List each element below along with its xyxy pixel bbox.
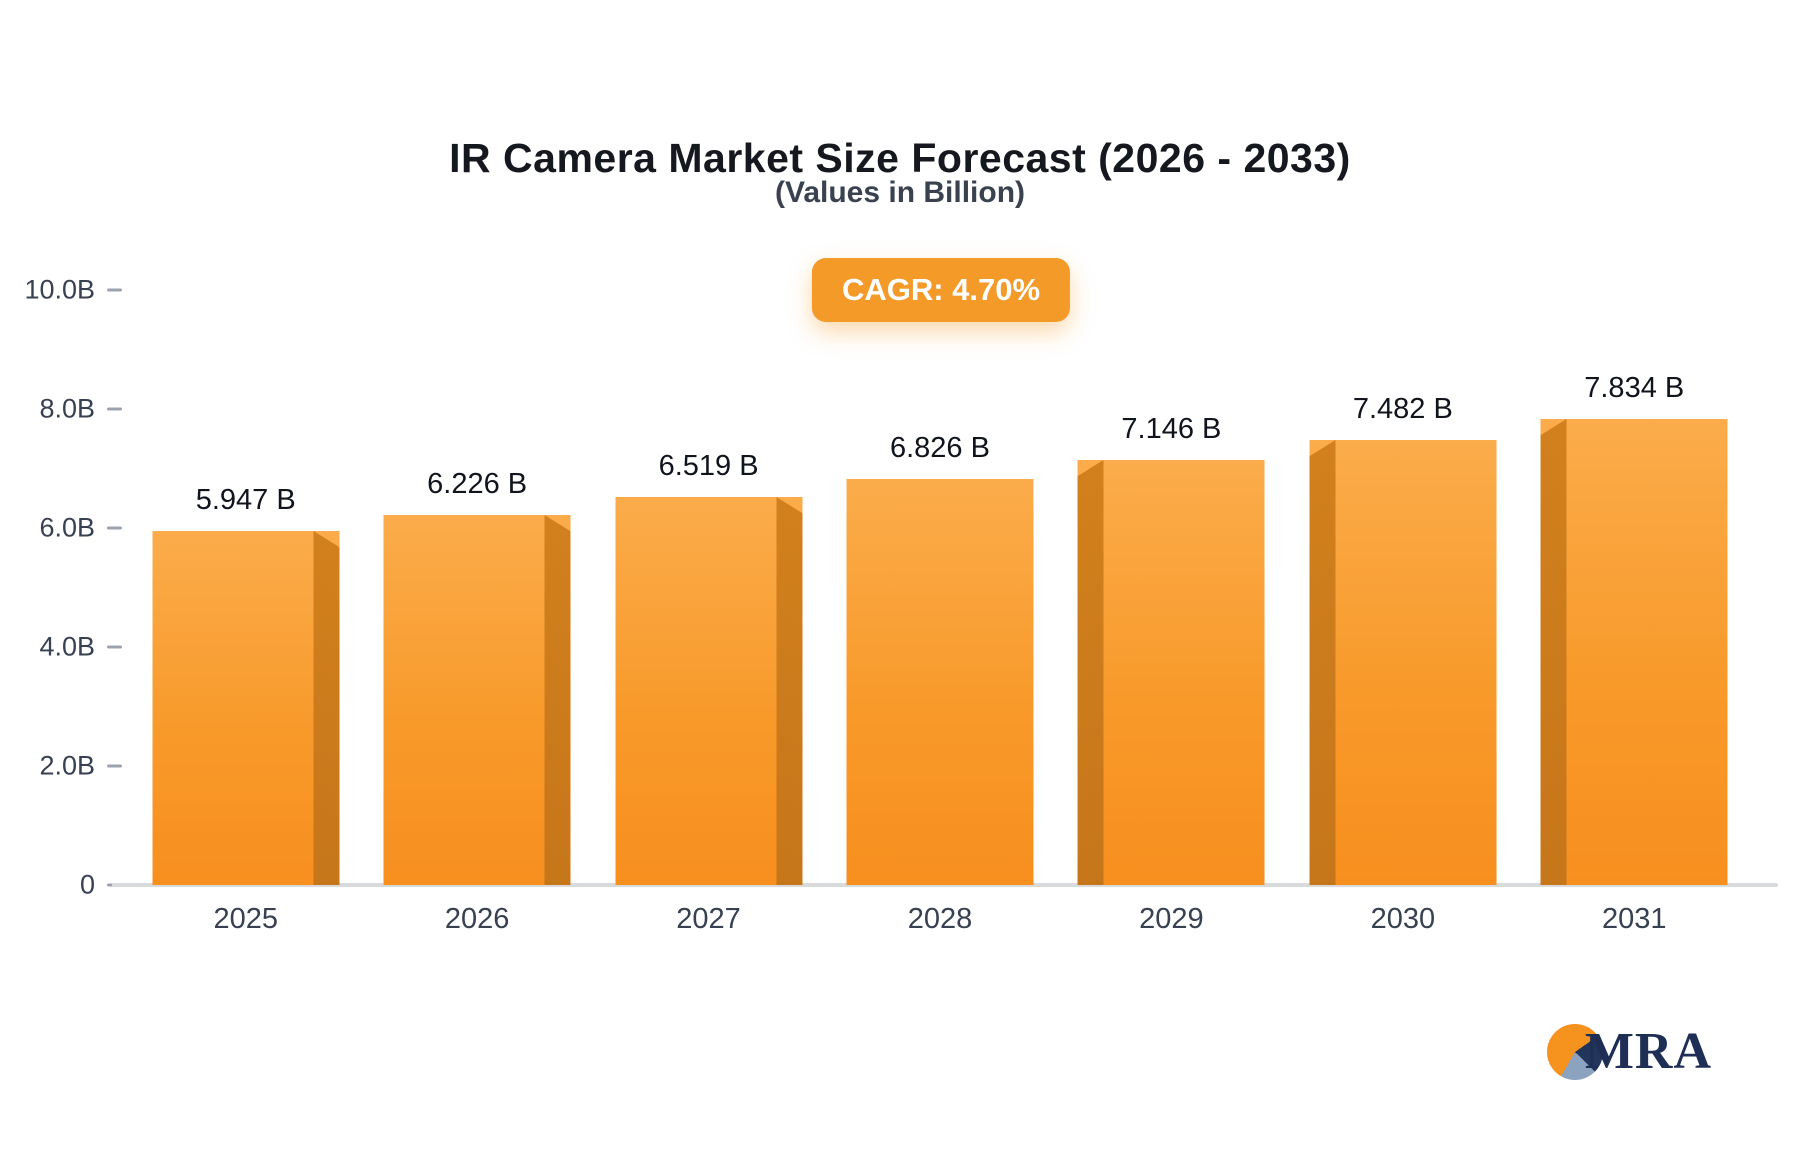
- bar-group-2031: 7.834 B 2031: [1519, 290, 1750, 935]
- bar-value-label: 7.834 B: [1584, 371, 1685, 404]
- x-axis-label: 2026: [444, 903, 510, 935]
- bar-group-2029: 7.146 B 2029: [1056, 290, 1287, 935]
- bar-value-label: 6.519 B: [658, 450, 759, 483]
- y-tick-mark: [107, 764, 122, 768]
- bar-group-2028: 6.826 B 2028: [824, 290, 1055, 935]
- bar-group-2027: 6.519 B 2027: [593, 290, 824, 935]
- y-tick-label: 4.0B: [39, 631, 95, 662]
- y-tick-mark: [107, 645, 122, 649]
- mra-pie-logo-icon: [1546, 1023, 1603, 1080]
- mra-logo: MRA: [1546, 1022, 1712, 1081]
- bar-value-label: 6.826 B: [889, 431, 990, 464]
- y-tick: 6.0B: [39, 513, 122, 544]
- bar-2028: [846, 478, 1034, 885]
- bar-value-label: 7.482 B: [1352, 392, 1453, 425]
- bar-3d-side-shade: [313, 531, 340, 885]
- x-axis-label: 2028: [907, 903, 973, 935]
- y-tick-mark: [107, 288, 122, 292]
- x-axis-label: 2031: [1601, 903, 1667, 935]
- y-tick-label: 2.0B: [39, 750, 95, 781]
- bar-value-label: 5.947 B: [195, 484, 296, 517]
- bar-3d-side-shade: [1077, 459, 1104, 885]
- y-tick-label: 8.0B: [39, 393, 95, 424]
- bar-value-label: 7.146 B: [1121, 412, 1222, 445]
- y-tick: 10.0B: [24, 275, 122, 306]
- bar-2026: [383, 514, 571, 885]
- y-axis: 0 2.0B 4.0B 6.0B 8.0B 10.0B: [0, 275, 122, 900]
- cagr-badge: CAGR: 4.70%: [811, 258, 1071, 322]
- bar-3d-side-shade: [544, 514, 571, 885]
- bar-2030: [1309, 439, 1497, 885]
- plot-area: 5.947 B 2025 6.226 B 2026 6.519 B 2027 6.826 B…: [130, 290, 1750, 935]
- x-axis-label: 2025: [213, 903, 278, 935]
- y-tick-label: 10.0B: [24, 274, 95, 305]
- mra-logo-text: MRA: [1584, 1023, 1712, 1080]
- bar-group-2026: 6.226 B 2026: [361, 290, 592, 935]
- bar-group-2025: 5.947 B 2025: [130, 290, 361, 935]
- y-tick: 4.0B: [39, 632, 122, 663]
- y-tick-mark: [107, 526, 122, 530]
- y-tick: 2.0B: [39, 751, 122, 782]
- bar-2025: [152, 531, 340, 885]
- bar-3d-side-shade: [1309, 439, 1336, 885]
- x-axis-line: [112, 883, 1778, 887]
- bar-group-2030: 7.482 B 2030: [1287, 290, 1518, 935]
- bar-2027: [615, 497, 803, 885]
- x-axis-label: 2027: [676, 903, 741, 935]
- y-tick-label: 0: [79, 869, 95, 900]
- bar-2029: [1077, 459, 1265, 885]
- bar-value-label: 6.226 B: [427, 467, 528, 500]
- bar-2031: [1540, 418, 1728, 885]
- x-axis-label: 2030: [1370, 903, 1436, 935]
- bar-3d-side-shade: [776, 497, 803, 885]
- y-tick: 8.0B: [39, 394, 122, 425]
- y-tick-mark: [107, 407, 122, 411]
- bar-chart: 0 2.0B 4.0B 6.0B 8.0B 10.0B 5.947 B 2025 6.226 …: [24, 275, 1778, 935]
- chart-title: IR Camera Market Size Forecast (2026 - 2…: [449, 135, 1351, 182]
- bar-3d-side-shade: [1540, 418, 1567, 885]
- y-tick-label: 6.0B: [39, 512, 95, 543]
- chart-subtitle: (Values in Billion): [774, 176, 1026, 209]
- x-axis-label: 2029: [1139, 903, 1204, 935]
